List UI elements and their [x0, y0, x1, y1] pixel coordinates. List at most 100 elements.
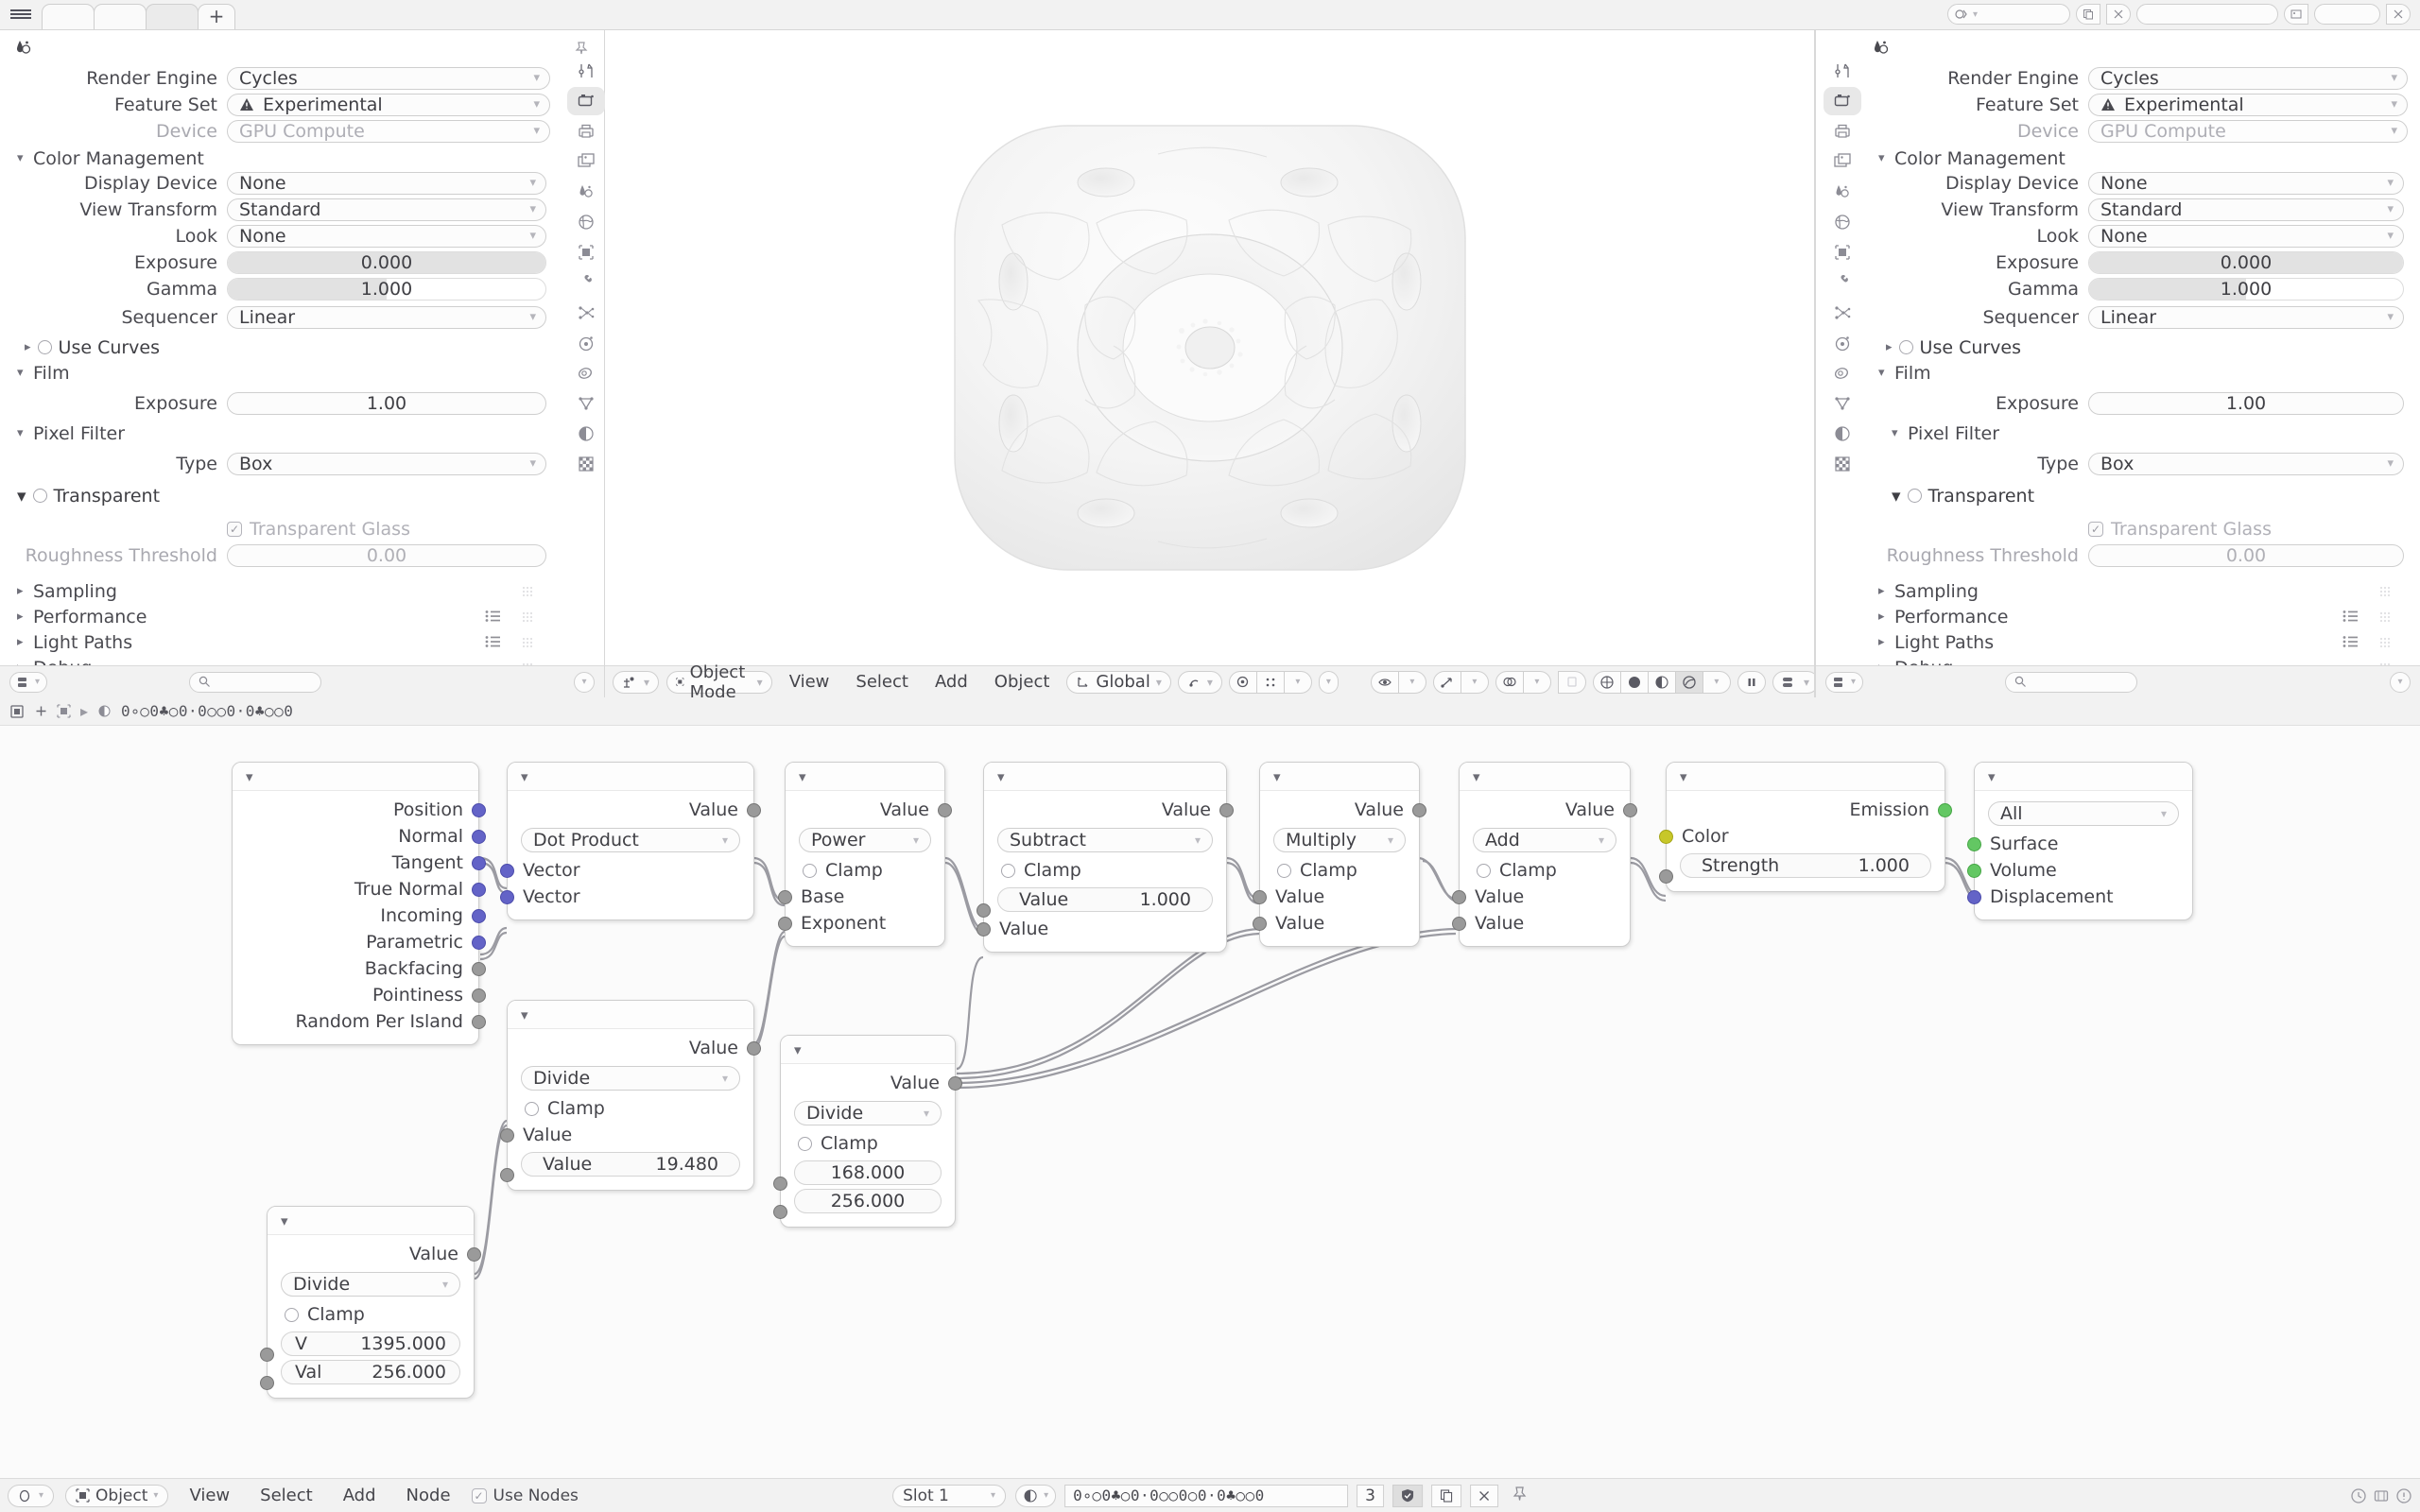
operation-dropdown[interactable]: Power ▾ — [799, 828, 931, 852]
socket-dot[interactable] — [1452, 916, 1466, 931]
socket-dot[interactable] — [1412, 802, 1426, 817]
editor-type-button[interactable]: ▾ — [9, 671, 47, 693]
view-layer-remove-button[interactable] — [2386, 4, 2411, 25]
socket-base[interactable]: Base — [778, 884, 944, 910]
socket-dot[interactable] — [1967, 889, 1981, 904]
socket-value-out[interactable]: Value — [786, 797, 952, 823]
socket-surface[interactable]: Surface — [1967, 831, 2192, 857]
tab-object[interactable] — [567, 238, 605, 266]
node-math-power[interactable]: ▾ Value Power ▾ Clamp Base Exponent — [778, 762, 952, 947]
tab-material[interactable] — [567, 420, 605, 448]
value-field-2[interactable]: 256.000 — [794, 1189, 942, 1213]
chevron-down-icon[interactable]: ▾ — [1680, 767, 1687, 785]
render-engine-dropdown[interactable]: Cycles ▾ — [2088, 66, 2408, 90]
device-dropdown[interactable]: GPU Compute ▾ — [2088, 119, 2408, 143]
tab-world[interactable] — [567, 208, 605, 236]
socket-incoming[interactable]: Incoming — [233, 902, 486, 929]
unlink-material-button[interactable] — [1469, 1484, 1498, 1507]
delete-scene-button[interactable] — [2106, 4, 2131, 25]
socket-color[interactable]: Color — [1659, 823, 1945, 850]
socket-dot[interactable] — [500, 1168, 514, 1182]
viewport-canvas[interactable] — [605, 30, 1815, 665]
film-exposure-field[interactable]: 1.00 — [2088, 391, 2404, 415]
workspace-tab-1[interactable] — [42, 4, 95, 29]
socket-tangent[interactable]: Tangent — [233, 850, 486, 876]
scene-selector[interactable]: ▾ — [1947, 4, 2070, 25]
socket-dot[interactable] — [1623, 802, 1637, 817]
show-gizmo-toggle[interactable] — [1370, 670, 1399, 694]
tab-object[interactable] — [1824, 238, 1861, 266]
socket-dot[interactable] — [778, 916, 792, 931]
render-engine-dropdown[interactable]: Cycles ▾ — [227, 66, 550, 90]
view-transform-dropdown[interactable]: Standard ▾ — [2088, 198, 2404, 221]
socket-random-per-island[interactable]: Random Per Island — [233, 1008, 486, 1035]
tab-tool[interactable] — [1824, 57, 1861, 85]
chevron-down-icon[interactable]: ▾ — [281, 1211, 288, 1229]
socket-position[interactable]: Position — [233, 797, 486, 823]
node-header[interactable]: ▾ — [1460, 763, 1630, 791]
viewport-menu-object[interactable]: Object — [994, 672, 1050, 692]
tab-world[interactable] — [1824, 208, 1861, 236]
value-field-1[interactable]: 168.000 — [794, 1160, 942, 1185]
section-transparent[interactable]: ▾ Transparent — [0, 483, 550, 508]
socket-dot[interactable] — [938, 802, 952, 817]
tab-render[interactable] — [1824, 87, 1861, 115]
socket-value-out[interactable]: Value — [781, 1070, 962, 1096]
shader-node-editor[interactable]: ▸ 0∘○0♣○0·0○○0·0♣○○0 — [0, 697, 2420, 1478]
clamp-toggle[interactable]: Clamp — [268, 1301, 474, 1328]
socket-value-out[interactable]: Value — [508, 1035, 761, 1061]
target-dropdown[interactable]: All ▾ — [1988, 801, 2179, 826]
viewport-extra-toggle[interactable]: ▾ — [1318, 670, 1339, 694]
socket-parametric[interactable]: Parametric — [233, 929, 486, 955]
interaction-mode-dropdown[interactable]: Object Mode ▾ — [666, 662, 772, 697]
clamp-toggle[interactable]: Clamp — [781, 1130, 955, 1157]
look-dropdown[interactable]: None ▾ — [2088, 224, 2404, 248]
tab-output[interactable] — [567, 117, 605, 146]
node-menu-view[interactable]: View — [189, 1486, 231, 1505]
socket-dot[interactable] — [1967, 836, 1981, 851]
section-pixel-filter[interactable]: ▾ Pixel Filter — [1861, 421, 2408, 446]
socket-displacement[interactable]: Displacement — [1967, 884, 2192, 910]
node-vector-math-dot-product[interactable]: ▾ Value Dot Product ▾ Vector Vector — [500, 762, 761, 920]
use-curves-checkbox[interactable] — [1898, 340, 1913, 354]
socket-dot[interactable] — [472, 802, 486, 817]
editor-type-button[interactable]: ▾ — [613, 670, 660, 694]
sequencer-dropdown[interactable]: Linear ▾ — [2088, 305, 2404, 329]
socket-volume[interactable]: Volume — [1967, 857, 2192, 884]
operation-dropdown[interactable]: Divide ▾ — [794, 1101, 942, 1125]
socket-dot[interactable] — [467, 1246, 481, 1262]
socket-backfacing[interactable]: Backfacing — [233, 955, 486, 982]
shading-rendered[interactable] — [1674, 670, 1703, 694]
operation-dropdown[interactable]: Divide ▾ — [281, 1272, 460, 1297]
device-dropdown[interactable]: GPU Compute ▾ — [227, 119, 550, 143]
pin-icon[interactable] — [570, 37, 593, 60]
socket-value-1[interactable]: Value — [500, 1122, 753, 1148]
tab-view-layer[interactable] — [1824, 147, 1861, 176]
strength-field[interactable]: Strength 1.000 — [1680, 853, 1931, 878]
socket-value-2[interactable]: Value — [1253, 910, 1419, 936]
node-math-add[interactable]: ▾ Value Add ▾ Clamp Value Value — [1452, 762, 1637, 947]
overlays-dropdown[interactable]: ▾ — [1522, 670, 1551, 694]
chevron-down-icon[interactable]: ▾ — [1988, 767, 1996, 785]
socket-true-normal[interactable]: True Normal — [233, 876, 486, 902]
tab-physics[interactable] — [1824, 329, 1861, 357]
pin-icon[interactable] — [1512, 1486, 1528, 1506]
node-header[interactable]: ▾ — [508, 1001, 753, 1029]
clamp-checkbox[interactable] — [1277, 863, 1291, 878]
options-button[interactable]: ▾ — [2390, 671, 2411, 693]
tab-render[interactable] — [567, 87, 605, 115]
transform-orientation-dropdown[interactable]: Global ▾ — [1066, 670, 1171, 694]
proportional-options-dropdown[interactable]: ▾ — [1283, 670, 1312, 694]
node-header[interactable]: ▾ — [233, 763, 478, 791]
node-header[interactable]: ▾ — [984, 763, 1226, 791]
row-use-curves[interactable]: ▸ Use Curves — [1861, 335, 2408, 360]
view-layer-new-button[interactable] — [2284, 4, 2308, 25]
section-sampling[interactable]: ▸ Sampling — [0, 578, 550, 604]
socket-value-2[interactable]: Value — [977, 916, 1226, 942]
chevron-down-icon[interactable]: ▾ — [521, 1005, 528, 1023]
overlays-toggle[interactable] — [1495, 670, 1524, 694]
tab-particles[interactable] — [567, 299, 605, 327]
socket-dot[interactable] — [1659, 869, 1673, 884]
socket-dot[interactable] — [1967, 863, 1981, 878]
roughness-threshold-field[interactable]: 0.00 — [2088, 543, 2404, 567]
